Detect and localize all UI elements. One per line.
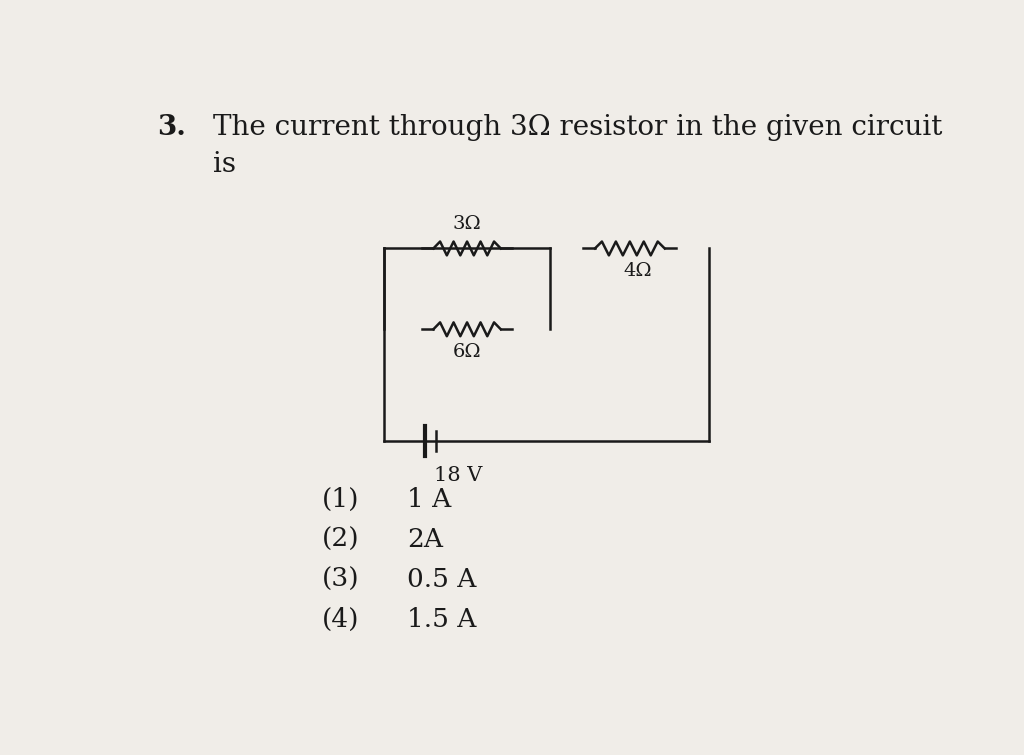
Text: 0.5 A: 0.5 A	[407, 567, 476, 592]
Text: (1): (1)	[322, 487, 359, 512]
Text: (3): (3)	[322, 567, 359, 592]
Text: 3.: 3.	[158, 114, 186, 140]
Text: 18 V: 18 V	[434, 466, 482, 485]
Text: 3Ω: 3Ω	[453, 215, 481, 233]
Text: 4Ω: 4Ω	[624, 262, 652, 280]
Text: 1.5 A: 1.5 A	[407, 607, 476, 632]
Text: 6Ω: 6Ω	[453, 344, 481, 361]
Text: 1 A: 1 A	[407, 487, 452, 512]
Text: (2): (2)	[322, 527, 359, 552]
Text: (4): (4)	[322, 607, 359, 632]
Text: The current through 3Ω resistor in the given circuit: The current through 3Ω resistor in the g…	[213, 114, 943, 140]
Text: 2A: 2A	[407, 527, 443, 552]
Text: is: is	[213, 151, 237, 177]
